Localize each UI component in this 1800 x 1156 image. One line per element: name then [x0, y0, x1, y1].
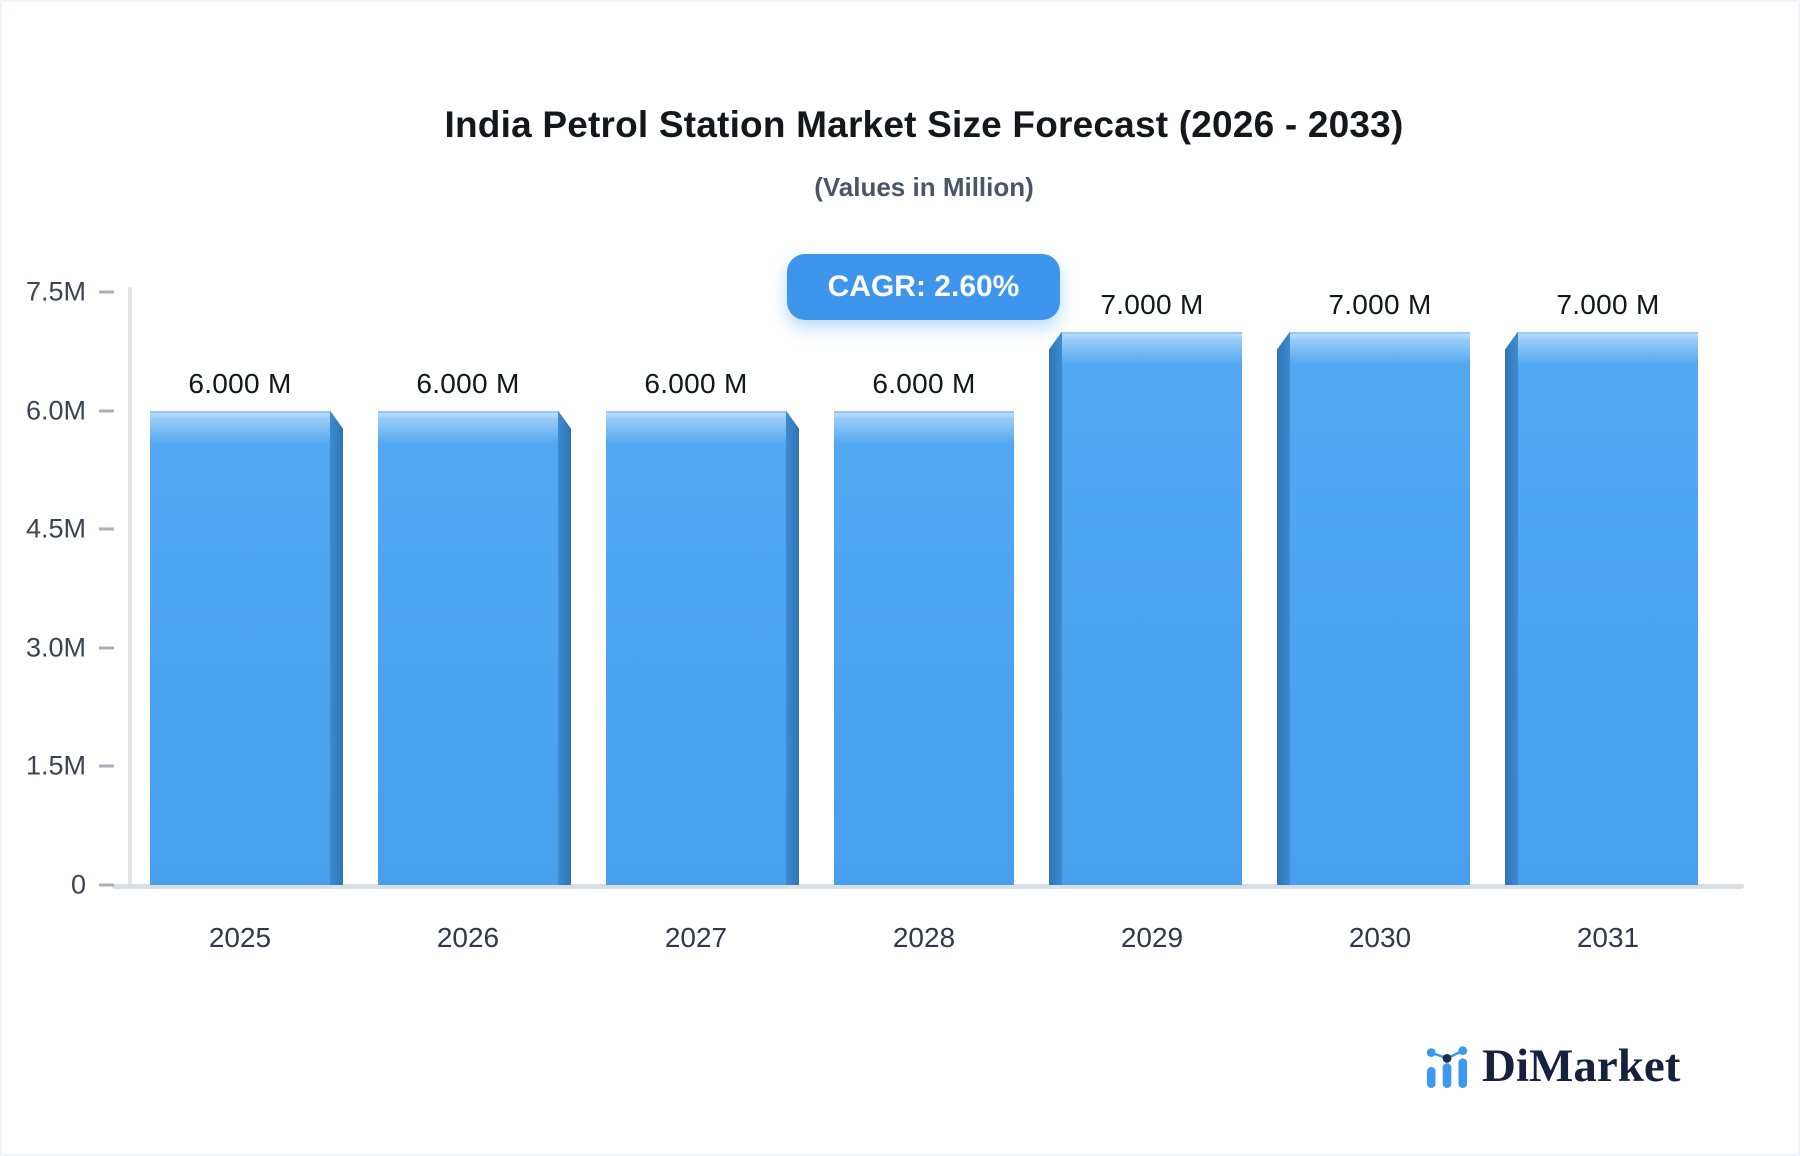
x-axis-label: 2031 — [1576, 922, 1640, 953]
y-tick-label: 6.0M — [25, 395, 86, 426]
y-tick-mark — [99, 764, 114, 768]
x-axis-line — [112, 884, 1744, 889]
y-tick-label: 0 — [70, 869, 86, 900]
page-title: India Petrol Station Market Size Forecas… — [444, 104, 1404, 145]
bar-value-label: 6.000 M — [872, 367, 976, 399]
bar-value-label: 7.000 M — [1556, 288, 1660, 320]
y-tick-label: 3.0M — [25, 632, 86, 663]
y-tick-mark — [99, 290, 114, 294]
logo-text: DiMarket — [1482, 1039, 1681, 1092]
dimarket-logo: DiMarket — [1425, 1042, 1680, 1090]
bar-value-label: 7.000 M — [1328, 288, 1432, 320]
y-tick-mark — [99, 527, 114, 531]
bar-3d-side — [1049, 331, 1062, 885]
bar-2025 — [150, 410, 330, 885]
bar-3d-side — [786, 410, 799, 885]
bar-2029 — [1062, 331, 1242, 885]
bar-3d-side — [558, 410, 571, 885]
bar-value-label: 6.000 M — [644, 367, 748, 399]
y-tick-label: 7.5M — [25, 276, 86, 307]
chart-subtitle: (Values in Million) — [814, 172, 1034, 202]
bar-3d-side — [1505, 331, 1518, 885]
bar-value-label: 7.000 M — [1100, 288, 1204, 320]
logo-chart-icon — [1426, 1046, 1468, 1088]
bar-2031 — [1518, 331, 1698, 885]
bar-2028 — [834, 410, 1014, 885]
y-axis-line — [128, 287, 132, 888]
y-tick-mark — [99, 646, 114, 650]
x-axis-label: 2029 — [1120, 922, 1184, 953]
bar-3d-side — [330, 410, 343, 885]
x-axis-label: 2030 — [1348, 922, 1412, 953]
y-tick-mark — [99, 409, 114, 413]
bar-value-label: 6.000 M — [416, 367, 520, 399]
bar-2030 — [1290, 331, 1470, 885]
bar-value-label: 6.000 M — [188, 367, 292, 399]
x-axis-label: 2028 — [892, 922, 956, 953]
x-axis-label: 2027 — [664, 922, 728, 953]
bar-3d-side — [1277, 331, 1290, 885]
y-tick-label: 1.5M — [25, 750, 86, 781]
y-tick-label: 4.5M — [25, 513, 86, 544]
cagr-badge: CAGR: 2.60% — [787, 254, 1060, 320]
x-axis-label: 2026 — [436, 922, 500, 953]
x-axis-label: 2025 — [208, 922, 272, 953]
bar-2027 — [606, 410, 786, 885]
y-tick-mark — [99, 883, 114, 887]
bar-2026 — [378, 410, 558, 885]
